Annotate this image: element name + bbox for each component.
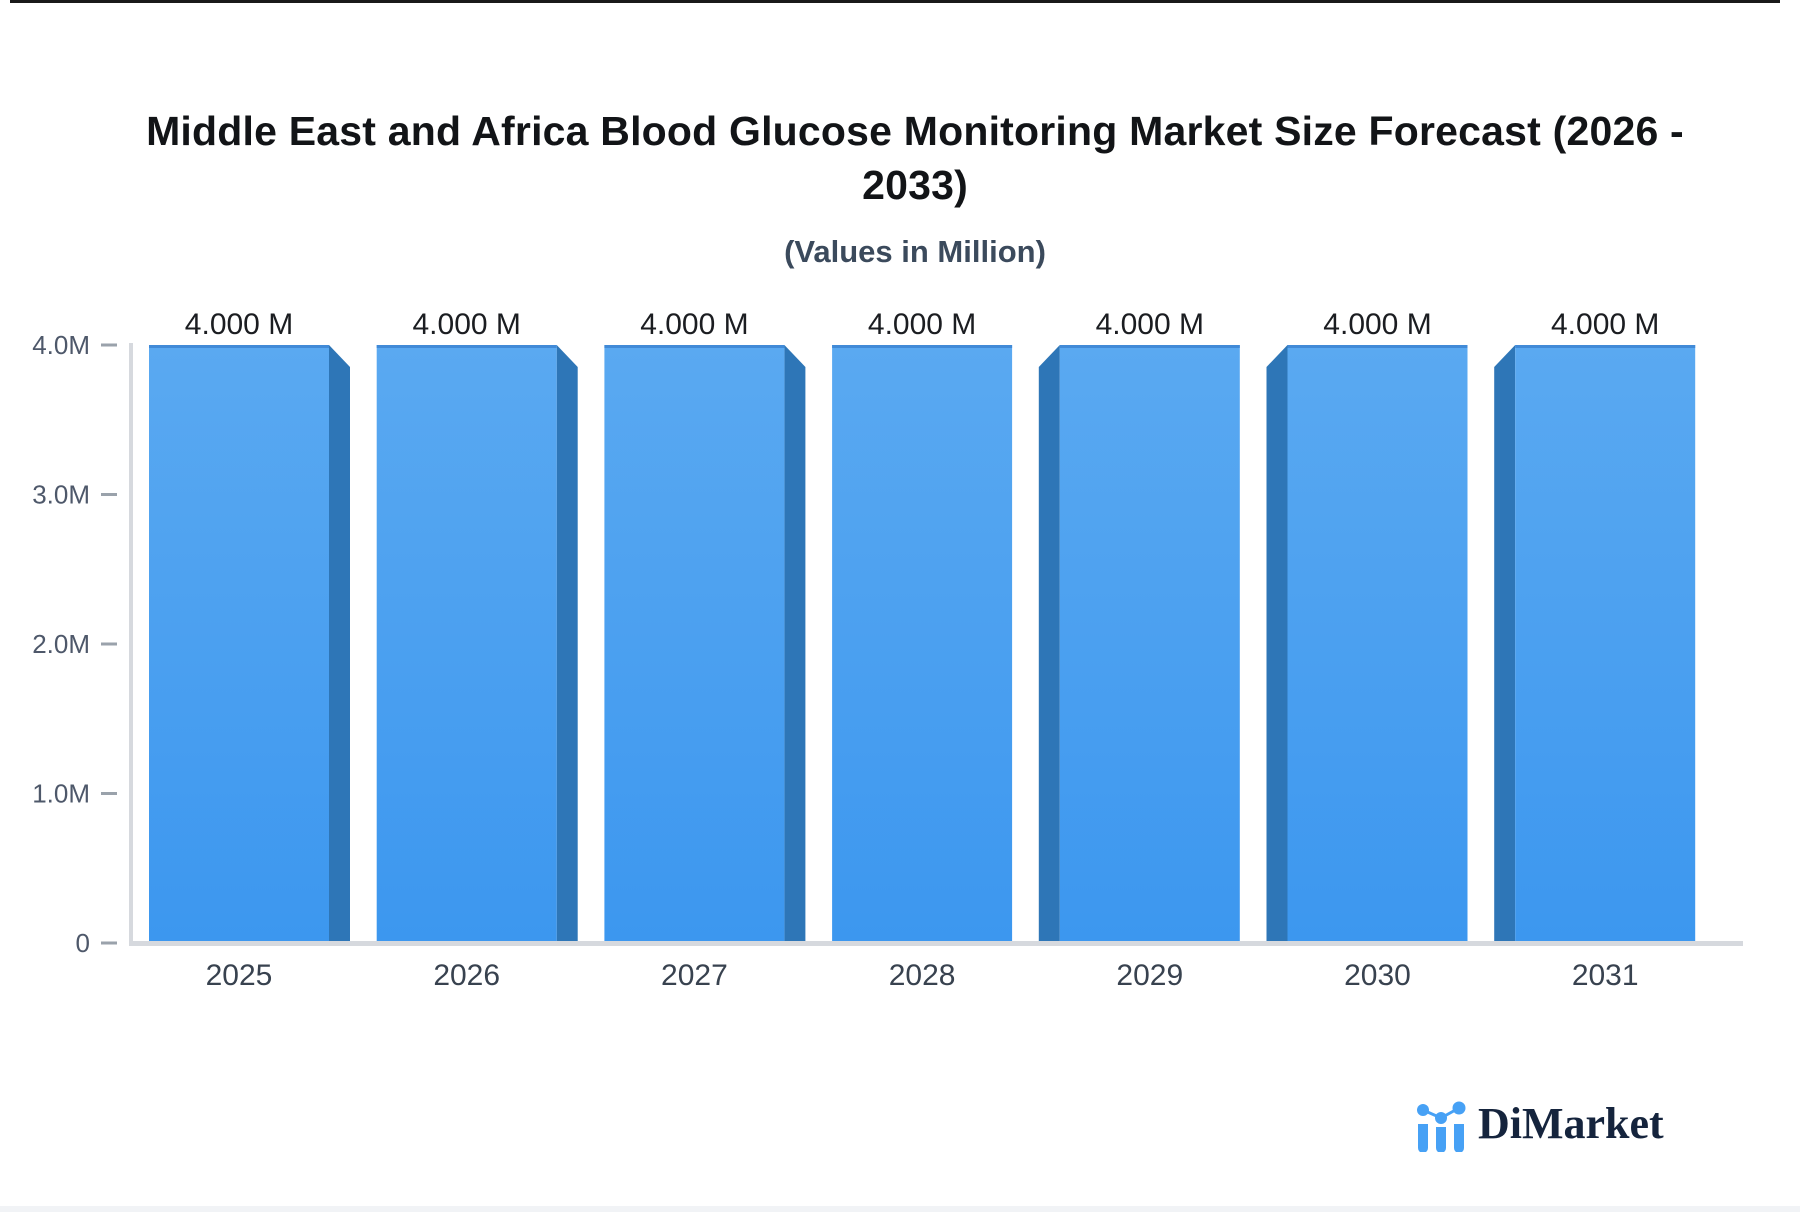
- value-label-2030: 4.000 M: [1323, 308, 1431, 341]
- bar-top-edge-2029: [1059, 345, 1240, 348]
- y-axis-line: [129, 343, 133, 946]
- bar-top-edge-2028: [832, 345, 1013, 348]
- bar-top-edge-2031: [1515, 345, 1696, 348]
- value-label-2026: 4.000 M: [412, 308, 520, 341]
- bar-2028[interactable]: [832, 345, 1013, 941]
- bar-2030[interactable]: [1287, 345, 1468, 941]
- x-tick-label-2027: 2027: [661, 959, 728, 992]
- value-label-2027: 4.000 M: [640, 308, 748, 341]
- y-tick-label-0: 0: [76, 928, 90, 958]
- dimarket-bars-icon: [1417, 1101, 1466, 1152]
- y-tick-label-3.0M: 3.0M: [32, 480, 90, 510]
- bar-side-panel-2027: [784, 345, 806, 941]
- bar-top-edge-2030: [1287, 345, 1468, 348]
- bar-group-2025: 4.000 M 2025: [149, 308, 350, 992]
- y-tick-label-2.0M: 2.0M: [32, 629, 90, 659]
- top-border-line: [10, 0, 1780, 3]
- bar-2031[interactable]: [1515, 345, 1696, 941]
- bar-2027[interactable]: [604, 345, 785, 941]
- y-tick-label-4.0M: 4.0M: [32, 330, 90, 360]
- bar-group-2029: 4.000 M 2029: [1038, 308, 1240, 992]
- chart-title-line2: 2033): [862, 162, 968, 208]
- y-tick-label-1.0M: 1.0M: [32, 779, 90, 809]
- x-tick-label-2031: 2031: [1572, 959, 1639, 992]
- value-label-2028: 4.000 M: [868, 308, 976, 341]
- x-tick-label-2026: 2026: [433, 959, 500, 992]
- bar-top-edge-2026: [376, 345, 557, 348]
- bar-group-2026: 4.000 M 2026: [376, 308, 578, 992]
- x-tick-label-2025: 2025: [206, 959, 273, 992]
- x-tick-label-2029: 2029: [1116, 959, 1183, 992]
- y-tick-2.0M: [101, 642, 117, 646]
- bar-top-edge-2025: [149, 345, 329, 348]
- dimarket-logo: DiMarket: [1416, 1096, 1664, 1152]
- bar-group-2030: 4.000 M 2030: [1266, 308, 1468, 992]
- value-label-2029: 4.000 M: [1096, 308, 1204, 341]
- y-tick-4.0M: [101, 343, 117, 347]
- bottom-strip: [0, 1206, 1800, 1212]
- y-tick-1.0M: [101, 792, 117, 795]
- bar-group-2031: 4.000 M 2031: [1494, 308, 1696, 992]
- bar-side-panel-2026: [556, 345, 578, 941]
- bar-side-panel-2029: [1038, 345, 1060, 941]
- y-tick-3.0M: [101, 493, 117, 496]
- bar-group-2027: 4.000 M 2027: [604, 308, 806, 992]
- bar-2029[interactable]: [1059, 345, 1240, 941]
- bar-top-edge-2027: [604, 345, 785, 348]
- bar-side-panel-2030: [1266, 345, 1288, 941]
- bar-2025[interactable]: [149, 345, 329, 941]
- x-axis-line: [129, 941, 1743, 946]
- bar-group-2028: 4.000 M 2028: [832, 308, 1013, 992]
- bar-2026[interactable]: [376, 345, 557, 941]
- value-label-2031: 4.000 M: [1551, 308, 1659, 341]
- chart-header: Middle East and Africa Blood Glucose Mon…: [0, 104, 1800, 270]
- bar-side-panel-2031: [1494, 345, 1516, 941]
- x-tick-label-2028: 2028: [889, 959, 956, 992]
- y-tick-0: [101, 941, 117, 945]
- chart-title-line1: Middle East and Africa Blood Glucose Mon…: [146, 108, 1684, 154]
- logo-brand-text: DiMarket: [1478, 1099, 1664, 1148]
- chart-subtitle: (Values in Million): [784, 234, 1046, 269]
- x-tick-label-2030: 2030: [1344, 959, 1411, 992]
- value-label-2025: 4.000 M: [185, 308, 293, 341]
- bar-side-panel-2025: [329, 345, 350, 941]
- chart-title: Middle East and Africa Blood Glucose Mon…: [0, 104, 1800, 212]
